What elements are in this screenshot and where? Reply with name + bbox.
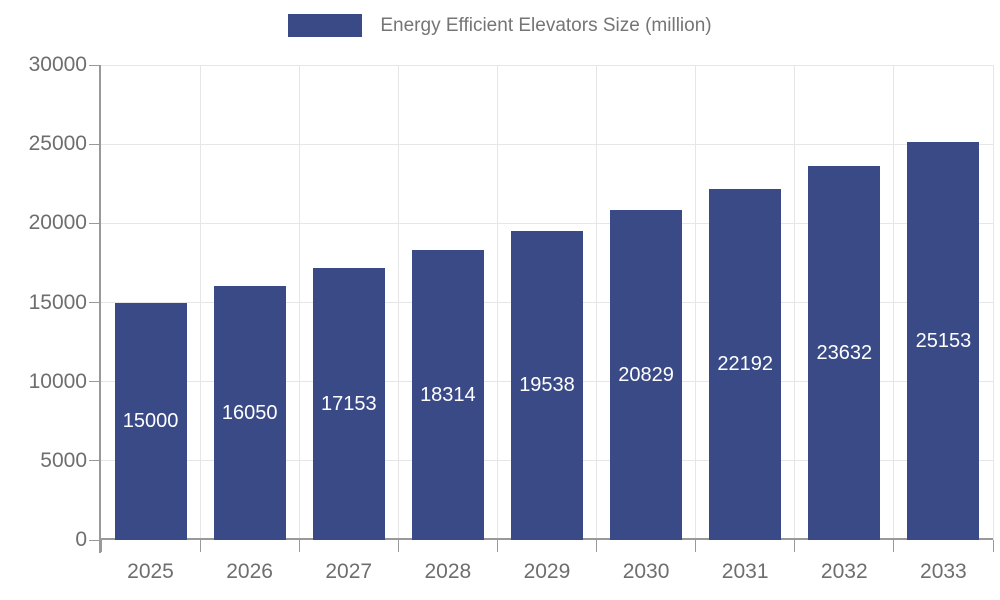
y-axis-tick <box>89 302 99 303</box>
y-axis-tick <box>89 381 99 383</box>
bar-2028[interactable] <box>411 250 484 540</box>
bar-value-label: 25153 <box>915 329 972 352</box>
bar-value-label: 20829 <box>618 364 674 387</box>
y-axis-label: 25000 <box>28 132 87 156</box>
x-gridline <box>893 65 895 540</box>
x-axis-tick <box>695 540 697 552</box>
bar-2033[interactable] <box>907 141 980 540</box>
y-axis-label: 0 <box>75 528 87 551</box>
x-axis-tick <box>794 540 796 552</box>
x-axis-tick <box>496 540 498 552</box>
y-axis-tick <box>89 64 99 66</box>
bar-value-label: 19538 <box>519 374 575 397</box>
y-axis-tick <box>89 539 99 541</box>
x-gridline <box>397 65 399 540</box>
x-axis-tick <box>100 540 102 552</box>
x-axis-label: 2029 <box>523 560 571 583</box>
x-axis-label: 2032 <box>820 560 868 583</box>
x-axis-tick <box>397 540 399 552</box>
x-axis-tick <box>992 540 994 552</box>
y-axis-line <box>99 65 101 553</box>
legend[interactable]: Energy Efficient Elevators Size (million… <box>0 14 1000 37</box>
bar-2029[interactable] <box>511 230 583 540</box>
bar-2026[interactable] <box>213 285 286 540</box>
y-gridline <box>101 143 993 145</box>
x-axis-label: 2033 <box>920 560 967 583</box>
x-axis-tick <box>298 540 300 552</box>
bar-value-label: 18314 <box>420 384 476 406</box>
x-axis-tick <box>199 540 201 552</box>
y-axis-tick <box>89 460 99 462</box>
x-axis-tick <box>596 540 598 552</box>
x-gridline <box>992 65 994 540</box>
legend-swatch <box>288 14 363 37</box>
x-axis-label: 2030 <box>622 560 670 583</box>
y-gridline <box>101 64 993 66</box>
y-axis-tick <box>89 143 99 145</box>
x-axis-label: 2031 <box>721 560 769 583</box>
x-gridline <box>596 65 598 540</box>
y-axis-tick <box>89 222 99 224</box>
bar-value-label: 16050 <box>221 401 278 424</box>
bar-2031[interactable] <box>709 188 782 540</box>
y-axis-label: 10000 <box>28 369 87 393</box>
bar-value-label: 22192 <box>717 353 774 376</box>
x-gridline <box>496 65 498 540</box>
x-axis-label: 2026 <box>226 560 273 583</box>
bar-value-label: 23632 <box>816 341 873 364</box>
legend-label: Energy Efficient Elevators Size (million… <box>380 14 712 36</box>
x-gridline <box>298 65 300 540</box>
y-axis-label: 20000 <box>28 211 87 235</box>
bar-2025[interactable] <box>114 302 187 540</box>
plot-area: 0 5000 10000 15000 20000 25000 30000 15000 2025 1… <box>29 53 994 583</box>
bar-2032[interactable] <box>808 165 881 540</box>
bar-2030[interactable] <box>610 210 683 540</box>
y-axis-label: 30000 <box>28 53 87 76</box>
bar-value-label: 17153 <box>320 393 377 416</box>
x-axis-label: 2025 <box>127 560 174 583</box>
y-gridline <box>101 222 993 224</box>
x-axis-label: 2027 <box>325 560 373 583</box>
bar-2027[interactable] <box>312 268 385 540</box>
x-gridline <box>794 65 796 540</box>
x-axis-label: 2028 <box>424 560 472 583</box>
y-axis-label: 5000 <box>40 448 87 472</box>
x-gridline <box>199 65 201 540</box>
x-gridline <box>695 65 697 540</box>
bar-value-label: 15000 <box>122 410 179 433</box>
x-axis-tick <box>893 540 895 552</box>
y-axis-label: 15000 <box>28 290 87 314</box>
